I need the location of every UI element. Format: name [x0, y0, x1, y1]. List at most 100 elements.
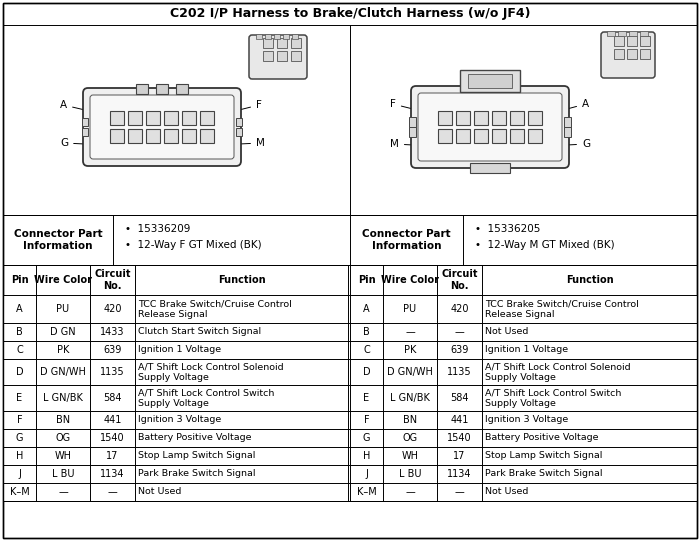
Text: WH: WH — [402, 451, 419, 461]
Bar — [409, 127, 416, 137]
Text: K–M: K–M — [356, 487, 377, 497]
Text: 1540: 1540 — [447, 433, 472, 443]
Text: J: J — [365, 469, 368, 479]
Bar — [136, 84, 148, 94]
Text: 1134: 1134 — [447, 469, 472, 479]
Text: 1135: 1135 — [447, 367, 472, 377]
Bar — [564, 127, 571, 137]
Bar — [110, 111, 124, 125]
Text: •  15336209: • 15336209 — [125, 224, 190, 234]
Text: Pin: Pin — [358, 275, 375, 285]
Text: 17: 17 — [106, 451, 119, 461]
Text: 584: 584 — [450, 393, 469, 403]
Text: —: — — [108, 487, 118, 497]
Text: Wire Color: Wire Color — [34, 275, 92, 285]
Bar — [182, 111, 196, 125]
Text: L BU: L BU — [399, 469, 421, 479]
Bar — [164, 129, 178, 143]
Text: •  15336205: • 15336205 — [475, 224, 540, 234]
Bar — [460, 70, 520, 92]
Bar — [82, 128, 88, 136]
Bar — [3, 483, 347, 501]
Bar — [640, 36, 650, 46]
Text: A: A — [16, 304, 23, 314]
Bar — [474, 129, 488, 143]
Text: D GN: D GN — [50, 327, 76, 337]
FancyBboxPatch shape — [411, 86, 569, 168]
Text: 441: 441 — [104, 415, 122, 425]
Text: 1135: 1135 — [100, 367, 125, 377]
Text: G: G — [363, 433, 370, 443]
Text: A/T Shift Lock Control Switch
Supply Voltage: A/T Shift Lock Control Switch Supply Vol… — [138, 388, 274, 408]
Text: Not Used: Not Used — [485, 327, 528, 337]
Bar — [291, 38, 301, 48]
Text: A/T Shift Lock Control Solenoid
Supply Voltage: A/T Shift Lock Control Solenoid Supply V… — [485, 362, 631, 382]
Bar — [128, 111, 142, 125]
Text: Park Brake Switch Signal: Park Brake Switch Signal — [485, 470, 603, 478]
Text: C: C — [363, 345, 370, 355]
Bar — [292, 34, 298, 39]
Bar — [277, 51, 287, 61]
Bar — [146, 129, 160, 143]
Text: Not Used: Not Used — [138, 487, 181, 497]
Text: 1134: 1134 — [100, 469, 125, 479]
Text: F: F — [364, 415, 370, 425]
Text: G: G — [570, 139, 590, 149]
FancyBboxPatch shape — [83, 88, 241, 166]
FancyBboxPatch shape — [249, 35, 307, 79]
Bar — [3, 447, 347, 465]
Text: E: E — [16, 393, 22, 403]
Text: F: F — [241, 100, 262, 110]
Text: 420: 420 — [104, 304, 122, 314]
FancyBboxPatch shape — [418, 93, 562, 161]
Text: PK: PK — [57, 345, 69, 355]
Text: 420: 420 — [450, 304, 469, 314]
Bar — [528, 129, 542, 143]
Bar — [182, 129, 196, 143]
Text: A: A — [570, 99, 589, 109]
Bar — [350, 465, 697, 483]
Text: B: B — [363, 327, 370, 337]
Text: Not Used: Not Used — [485, 487, 528, 497]
Text: D: D — [15, 367, 23, 377]
Bar — [3, 359, 347, 385]
Text: OG: OG — [402, 433, 418, 443]
Bar — [82, 118, 88, 126]
Text: G: G — [15, 433, 23, 443]
Text: Ignition 1 Voltage: Ignition 1 Voltage — [485, 346, 568, 354]
Text: A/T Shift Lock Control Switch
Supply Voltage: A/T Shift Lock Control Switch Supply Vol… — [485, 388, 622, 408]
Text: K–M: K–M — [10, 487, 29, 497]
Text: A: A — [60, 100, 83, 110]
Text: 639: 639 — [104, 345, 122, 355]
Bar — [176, 84, 188, 94]
Text: Clutch Start Switch Signal: Clutch Start Switch Signal — [138, 327, 261, 337]
Text: Pin: Pin — [10, 275, 28, 285]
Bar — [3, 295, 347, 323]
Bar — [263, 38, 273, 48]
Bar — [350, 447, 697, 465]
Bar — [236, 128, 242, 136]
Bar — [618, 31, 626, 36]
Text: F: F — [390, 99, 410, 109]
Text: 17: 17 — [454, 451, 466, 461]
FancyBboxPatch shape — [601, 32, 655, 78]
Text: —: — — [58, 487, 68, 497]
Bar — [614, 36, 624, 46]
Text: H: H — [16, 451, 23, 461]
Bar — [492, 111, 506, 125]
Text: TCC Brake Switch/Cruise Control
Release Signal: TCC Brake Switch/Cruise Control Release … — [138, 299, 292, 319]
Text: Wire Color: Wire Color — [381, 275, 439, 285]
Bar — [236, 118, 242, 126]
Bar — [350, 323, 697, 341]
Text: PK: PK — [404, 345, 416, 355]
Bar — [350, 429, 697, 447]
Text: L GN/BK: L GN/BK — [43, 393, 83, 403]
Bar — [510, 111, 524, 125]
Text: Stop Lamp Switch Signal: Stop Lamp Switch Signal — [485, 452, 603, 460]
Bar — [283, 34, 289, 39]
Text: •  12-Way F GT Mixed (BK): • 12-Way F GT Mixed (BK) — [125, 240, 262, 250]
Text: Ignition 3 Voltage: Ignition 3 Voltage — [138, 415, 221, 425]
Text: —: — — [454, 327, 464, 337]
Bar — [438, 129, 452, 143]
Bar — [456, 111, 470, 125]
